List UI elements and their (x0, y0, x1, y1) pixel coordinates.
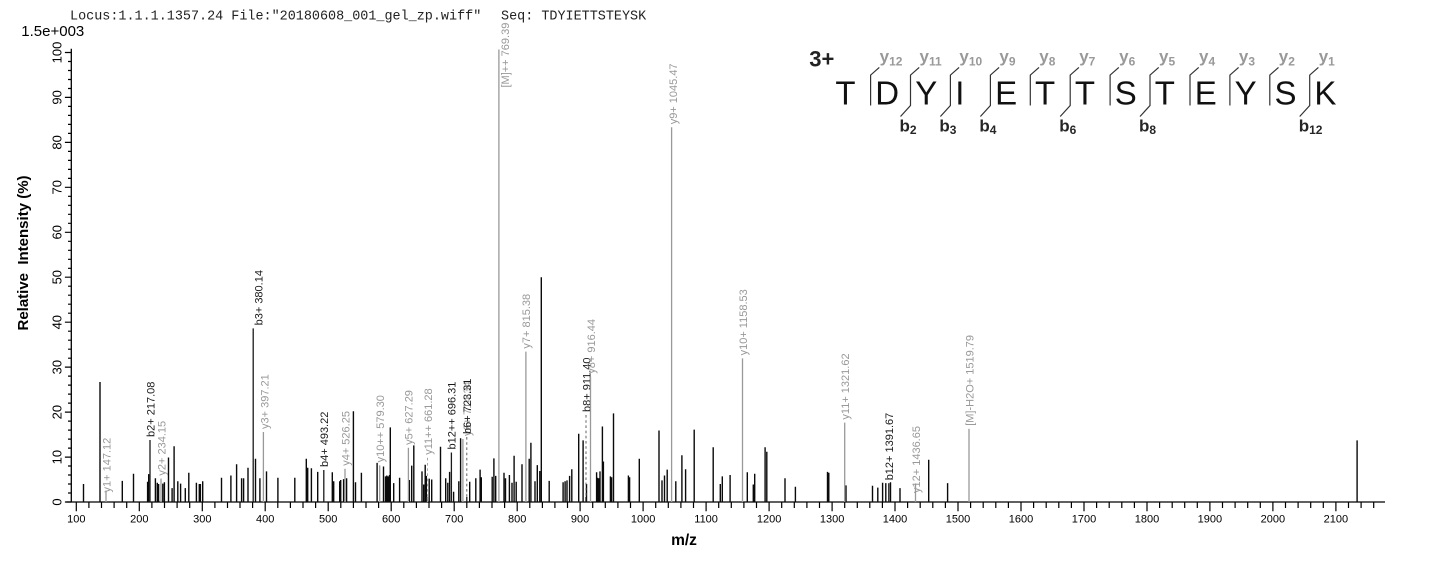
svg-text:600: 600 (382, 514, 400, 526)
svg-text:E: E (1195, 74, 1217, 111)
svg-text:500: 500 (319, 514, 337, 526)
svg-text:40: 40 (50, 315, 65, 329)
svg-text:10: 10 (50, 450, 65, 464)
svg-text:Y: Y (915, 74, 937, 111)
svg-text:Seq: TDYIETTSTEYSK: Seq: TDYIETTSTEYSK (501, 10, 647, 25)
svg-text:1000: 1000 (631, 514, 655, 526)
svg-text:y12+ 1436.65: y12+ 1436.65 (911, 426, 923, 493)
svg-text:0: 0 (50, 498, 65, 505)
svg-text:y2+ 234.15: y2+ 234.15 (156, 421, 168, 476)
svg-text:m/z: m/z (671, 532, 697, 549)
svg-text:T: T (835, 74, 855, 111)
svg-text:y10++ 579.30: y10++ 579.30 (375, 395, 387, 462)
svg-text:y8+ 916.44: y8+ 916.44 (586, 319, 598, 374)
svg-text:Locus:1.1.1.1357.24 File:"2018: Locus:1.1.1.1357.24 File:"20180608_001_g… (70, 10, 481, 25)
svg-text:1200: 1200 (757, 514, 781, 526)
svg-text:2100: 2100 (1324, 514, 1348, 526)
svg-text:100: 100 (50, 42, 65, 64)
svg-text:b12++ 696.31: b12++ 696.31 (447, 382, 459, 450)
svg-text:b6+ 723.31: b6+ 723.31 (462, 379, 474, 434)
svg-text:50: 50 (50, 270, 65, 284)
svg-text:1.5e+003: 1.5e+003 (21, 23, 84, 40)
svg-text:y1+ 147.12: y1+ 147.12 (101, 438, 113, 493)
svg-text:20: 20 (50, 405, 65, 419)
svg-text:y7+ 815.38: y7+ 815.38 (521, 294, 533, 349)
svg-text:y5+ 627.29: y5+ 627.29 (404, 390, 416, 445)
svg-text:y6+ 714.34: y6+ 714.34 (462, 381, 474, 436)
svg-text:T: T (1075, 74, 1095, 111)
svg-text:y9+ 1045.47: y9+ 1045.47 (668, 63, 680, 124)
svg-text:1100: 1100 (694, 514, 718, 526)
svg-text:800: 800 (508, 514, 526, 526)
svg-text:[M]-H2O+ 1519.79: [M]-H2O+ 1519.79 (964, 335, 976, 426)
svg-text:2000: 2000 (1261, 514, 1285, 526)
svg-text:E: E (995, 74, 1017, 111)
svg-text:60: 60 (50, 225, 65, 239)
svg-text:y4+ 526.25: y4+ 526.25 (340, 411, 352, 466)
svg-text:90: 90 (50, 90, 65, 104)
svg-text:b12+ 1391.67: b12+ 1391.67 (884, 413, 896, 481)
svg-text:b2+ 217.08: b2+ 217.08 (145, 382, 157, 437)
svg-text:[M]++ 769.39: [M]++ 769.39 (500, 23, 512, 88)
svg-text:1900: 1900 (1198, 514, 1222, 526)
svg-text:T: T (1035, 74, 1055, 111)
svg-text:b3+ 380.14: b3+ 380.14 (254, 270, 266, 325)
svg-text:b4+ 493.22: b4+ 493.22 (319, 412, 331, 467)
svg-text:80: 80 (50, 135, 65, 149)
svg-text:D: D (875, 74, 899, 111)
svg-text:K: K (1314, 74, 1336, 111)
svg-text:1600: 1600 (1009, 514, 1033, 526)
svg-text:900: 900 (571, 514, 589, 526)
svg-text:1500: 1500 (946, 514, 970, 526)
svg-text:y11++ 661.28: y11++ 661.28 (423, 388, 435, 454)
svg-text:400: 400 (256, 514, 274, 526)
svg-text:T: T (1155, 74, 1175, 111)
svg-text:100: 100 (67, 514, 85, 526)
svg-text:200: 200 (130, 514, 148, 526)
svg-text:Y: Y (1235, 74, 1257, 111)
svg-text:1300: 1300 (820, 514, 844, 526)
svg-text:S: S (1275, 74, 1297, 111)
svg-text:y10+ 1158.53: y10+ 1158.53 (738, 289, 750, 355)
svg-text:1800: 1800 (1135, 514, 1159, 526)
svg-text:70: 70 (50, 180, 65, 194)
svg-text:3+: 3+ (809, 47, 834, 72)
svg-text:1700: 1700 (1072, 514, 1096, 526)
svg-text:300: 300 (193, 514, 211, 526)
svg-text:y3+ 397.21: y3+ 397.21 (260, 374, 272, 429)
svg-text:Relative Intensity (%): Relative Intensity (%) (15, 175, 32, 330)
svg-text:I: I (955, 74, 964, 111)
svg-text:y11+ 1321.62: y11+ 1321.62 (840, 353, 852, 419)
svg-text:1400: 1400 (883, 514, 907, 526)
svg-text:700: 700 (445, 514, 463, 526)
svg-text:S: S (1115, 74, 1137, 111)
svg-text:30: 30 (50, 360, 65, 374)
